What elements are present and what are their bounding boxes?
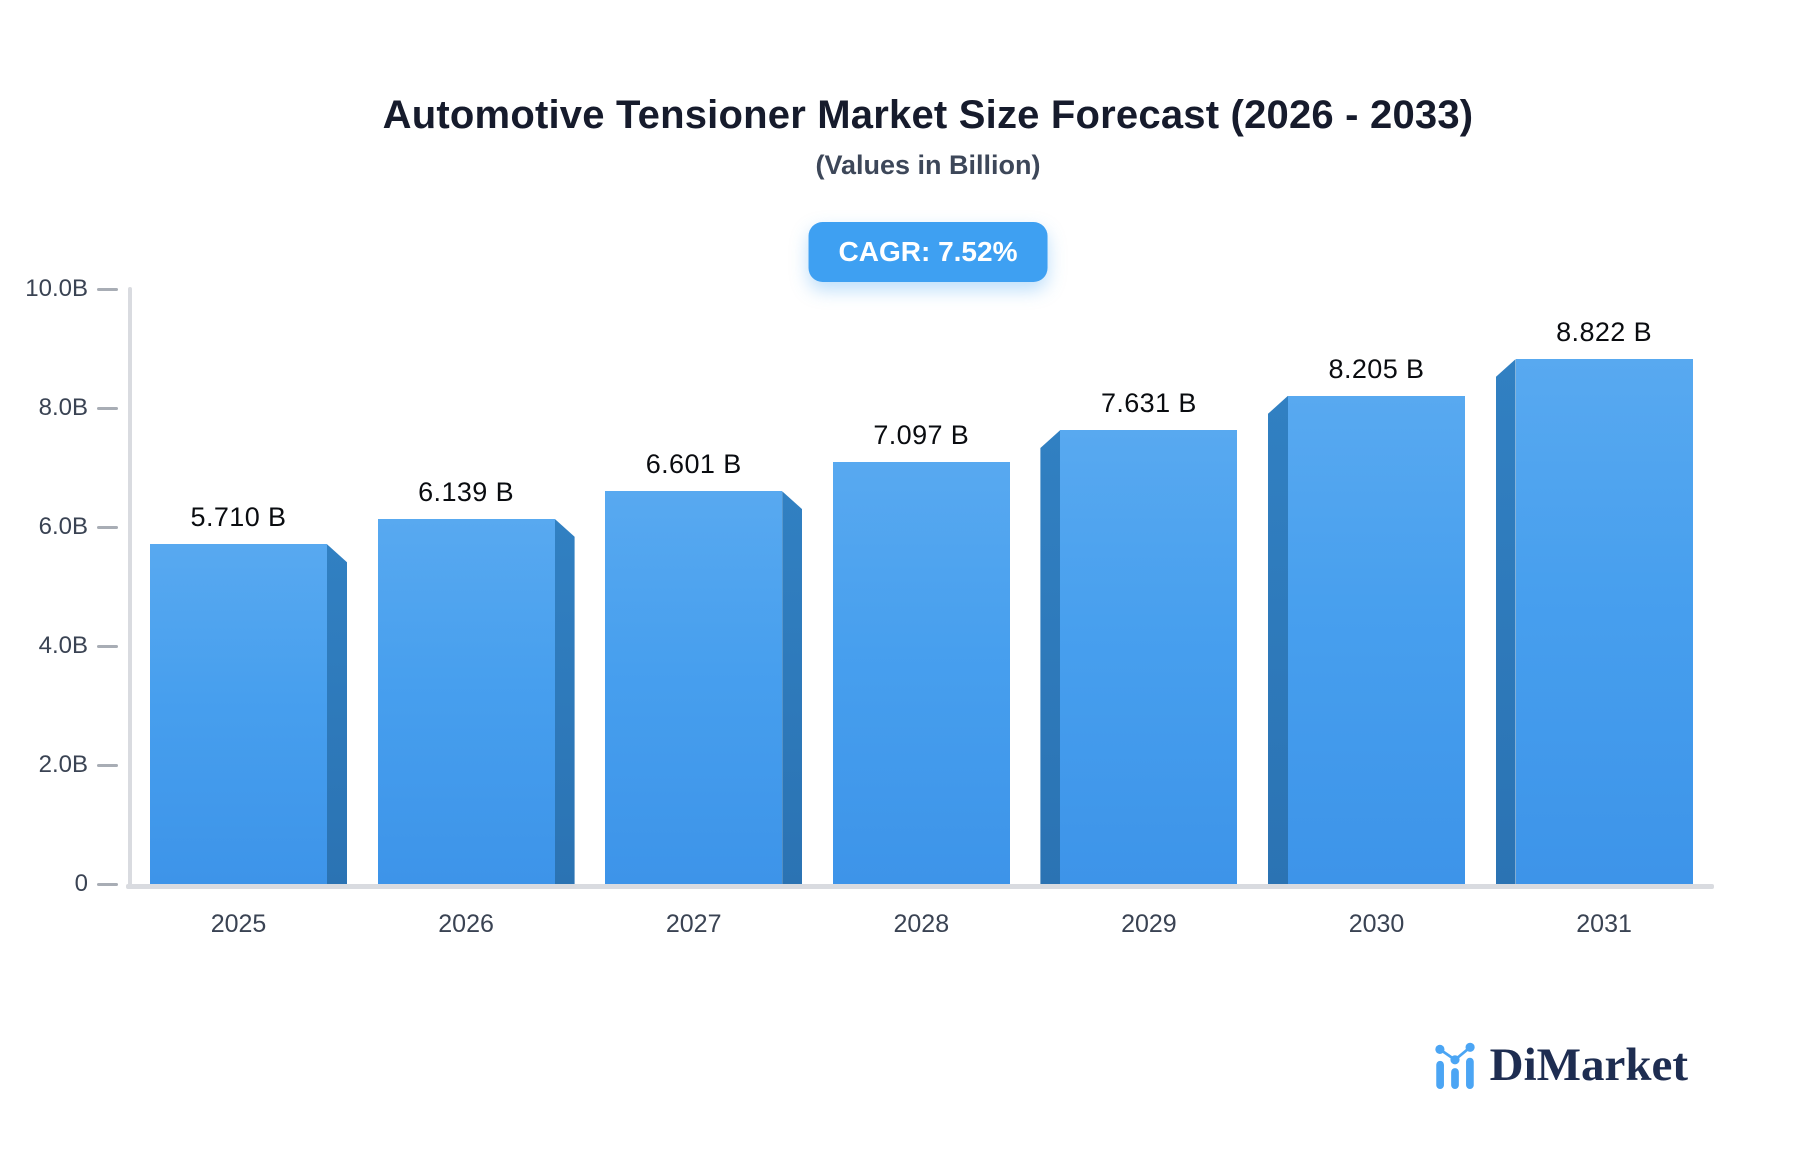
y-tick-mark: [97, 288, 118, 291]
x-axis-label: 2025: [210, 910, 267, 938]
bar-value-label: 8.822 B: [1556, 317, 1653, 348]
x-axis-label: 2029: [1121, 910, 1177, 938]
bar-face: [1288, 395, 1465, 884]
chart-subtitle: (Values in Billion): [815, 150, 1041, 180]
bar-face: [1515, 359, 1693, 884]
bar-face: [150, 544, 327, 884]
brand-logo: DiMarket: [1432, 1040, 1688, 1090]
bar-3d-side: [782, 491, 803, 884]
bar-face: [1060, 429, 1238, 884]
bar-2030: [1268, 395, 1465, 884]
y-tick-mark: [97, 883, 118, 886]
bar-2025: [150, 544, 347, 884]
y-tick-mark: [97, 407, 118, 410]
y-tick-label: 4.0B: [38, 632, 88, 659]
bar-value-label: 7.097 B: [873, 419, 970, 450]
y-tick-mark: [97, 764, 118, 767]
bar-value-label: 6.139 B: [418, 476, 515, 507]
bar-2031: [1495, 359, 1693, 884]
y-tick-label: 10.0B: [25, 275, 88, 302]
bar-face: [605, 491, 783, 884]
x-axis-label: 2027: [665, 910, 722, 938]
y-tick-mark: [97, 526, 118, 529]
mini-bar-chart-icon: [1434, 1042, 1475, 1089]
x-axis-label: 2031: [1576, 910, 1632, 938]
bar-value-label: 8.205 B: [1328, 353, 1425, 384]
cagr-badge: CAGR: 7.52%: [808, 222, 1048, 282]
bar-value-label: 6.601 B: [645, 449, 742, 480]
bar-2026: [377, 518, 575, 884]
bar-value-label: 5.710 B: [190, 502, 287, 533]
bar-face: [832, 461, 1010, 884]
bar-3d-side: [327, 544, 347, 884]
bar-2029: [1040, 429, 1238, 884]
y-tick-mark: [97, 645, 118, 648]
y-tick-label: 8.0B: [38, 394, 88, 421]
x-axis-label: 2026: [438, 910, 494, 938]
bar-3d-side: [1495, 359, 1516, 884]
bar-3d-side: [1268, 395, 1288, 884]
x-axis-line: [126, 884, 1714, 889]
y-tick-label: 0: [74, 870, 88, 897]
y-tick-label: 2.0B: [38, 751, 88, 778]
bar-value-label: 7.631 B: [1100, 387, 1197, 418]
bar-3d-side: [554, 518, 575, 884]
x-axis-label: 2030: [1348, 910, 1405, 938]
x-axis-label: 2028: [893, 910, 950, 938]
bar-face: [377, 518, 555, 884]
bar-2028: [832, 461, 1010, 884]
brand-logo-text: DiMarket: [1489, 1038, 1688, 1091]
plot-area: 10.0B 8.0B 6.0B 4.0B 2.0B 0 5.710 B 2025 6.139 …: [0, 250, 1800, 1156]
y-axis-line: [128, 287, 132, 889]
y-tick-label: 6.0B: [38, 513, 88, 540]
bar-3d-side: [1040, 429, 1061, 884]
chart-title: Automotive Tensioner Market Size Forecas…: [382, 93, 1474, 137]
bar-2027: [605, 491, 803, 884]
